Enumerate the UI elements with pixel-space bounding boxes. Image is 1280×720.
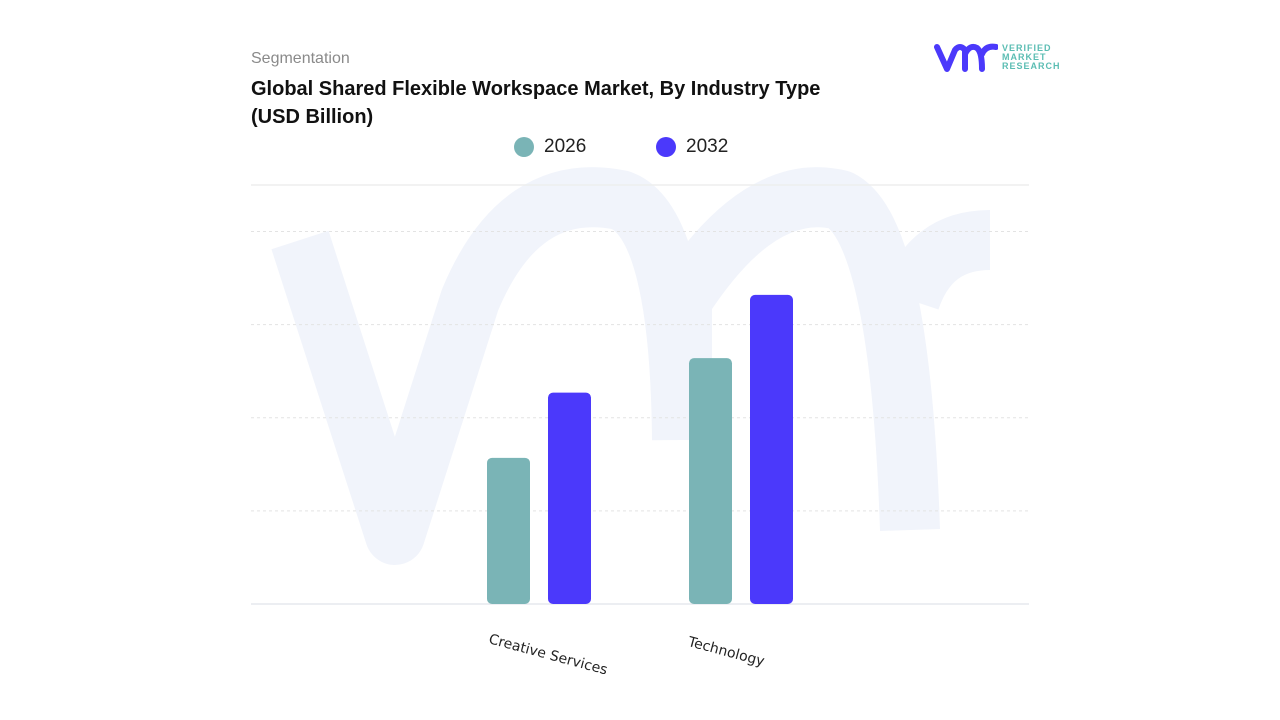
logo-line: MARKET [1002,51,1047,62]
legend-label: 2032 [686,136,729,157]
vmr-logo-mark [934,43,998,72]
legend-item-2026: 2026 [514,136,586,158]
bar-technology-2026 [689,358,732,604]
legend-item-2032: 2032 [656,136,728,158]
segmentation-label: Segmentation [251,50,350,67]
legend-swatch-2032 [656,137,676,157]
logo-line: VERIFIED [1002,42,1052,53]
chart-title: Global Shared Flexible Workspace Market,… [251,78,821,128]
vmr-logo: VERIFIED MARKET RESEARCH [934,42,1061,72]
legend: 2026 2032 [0,136,1280,160]
bar-technology-2032 [750,294,793,604]
legend-swatch-2026 [514,137,534,157]
legend-label: 2026 [544,136,587,157]
logo-line: RESEARCH [1002,60,1061,71]
bar-creative-services-2032 [548,392,591,604]
watermark [271,167,992,565]
bar-creative-services-2026 [487,457,530,604]
